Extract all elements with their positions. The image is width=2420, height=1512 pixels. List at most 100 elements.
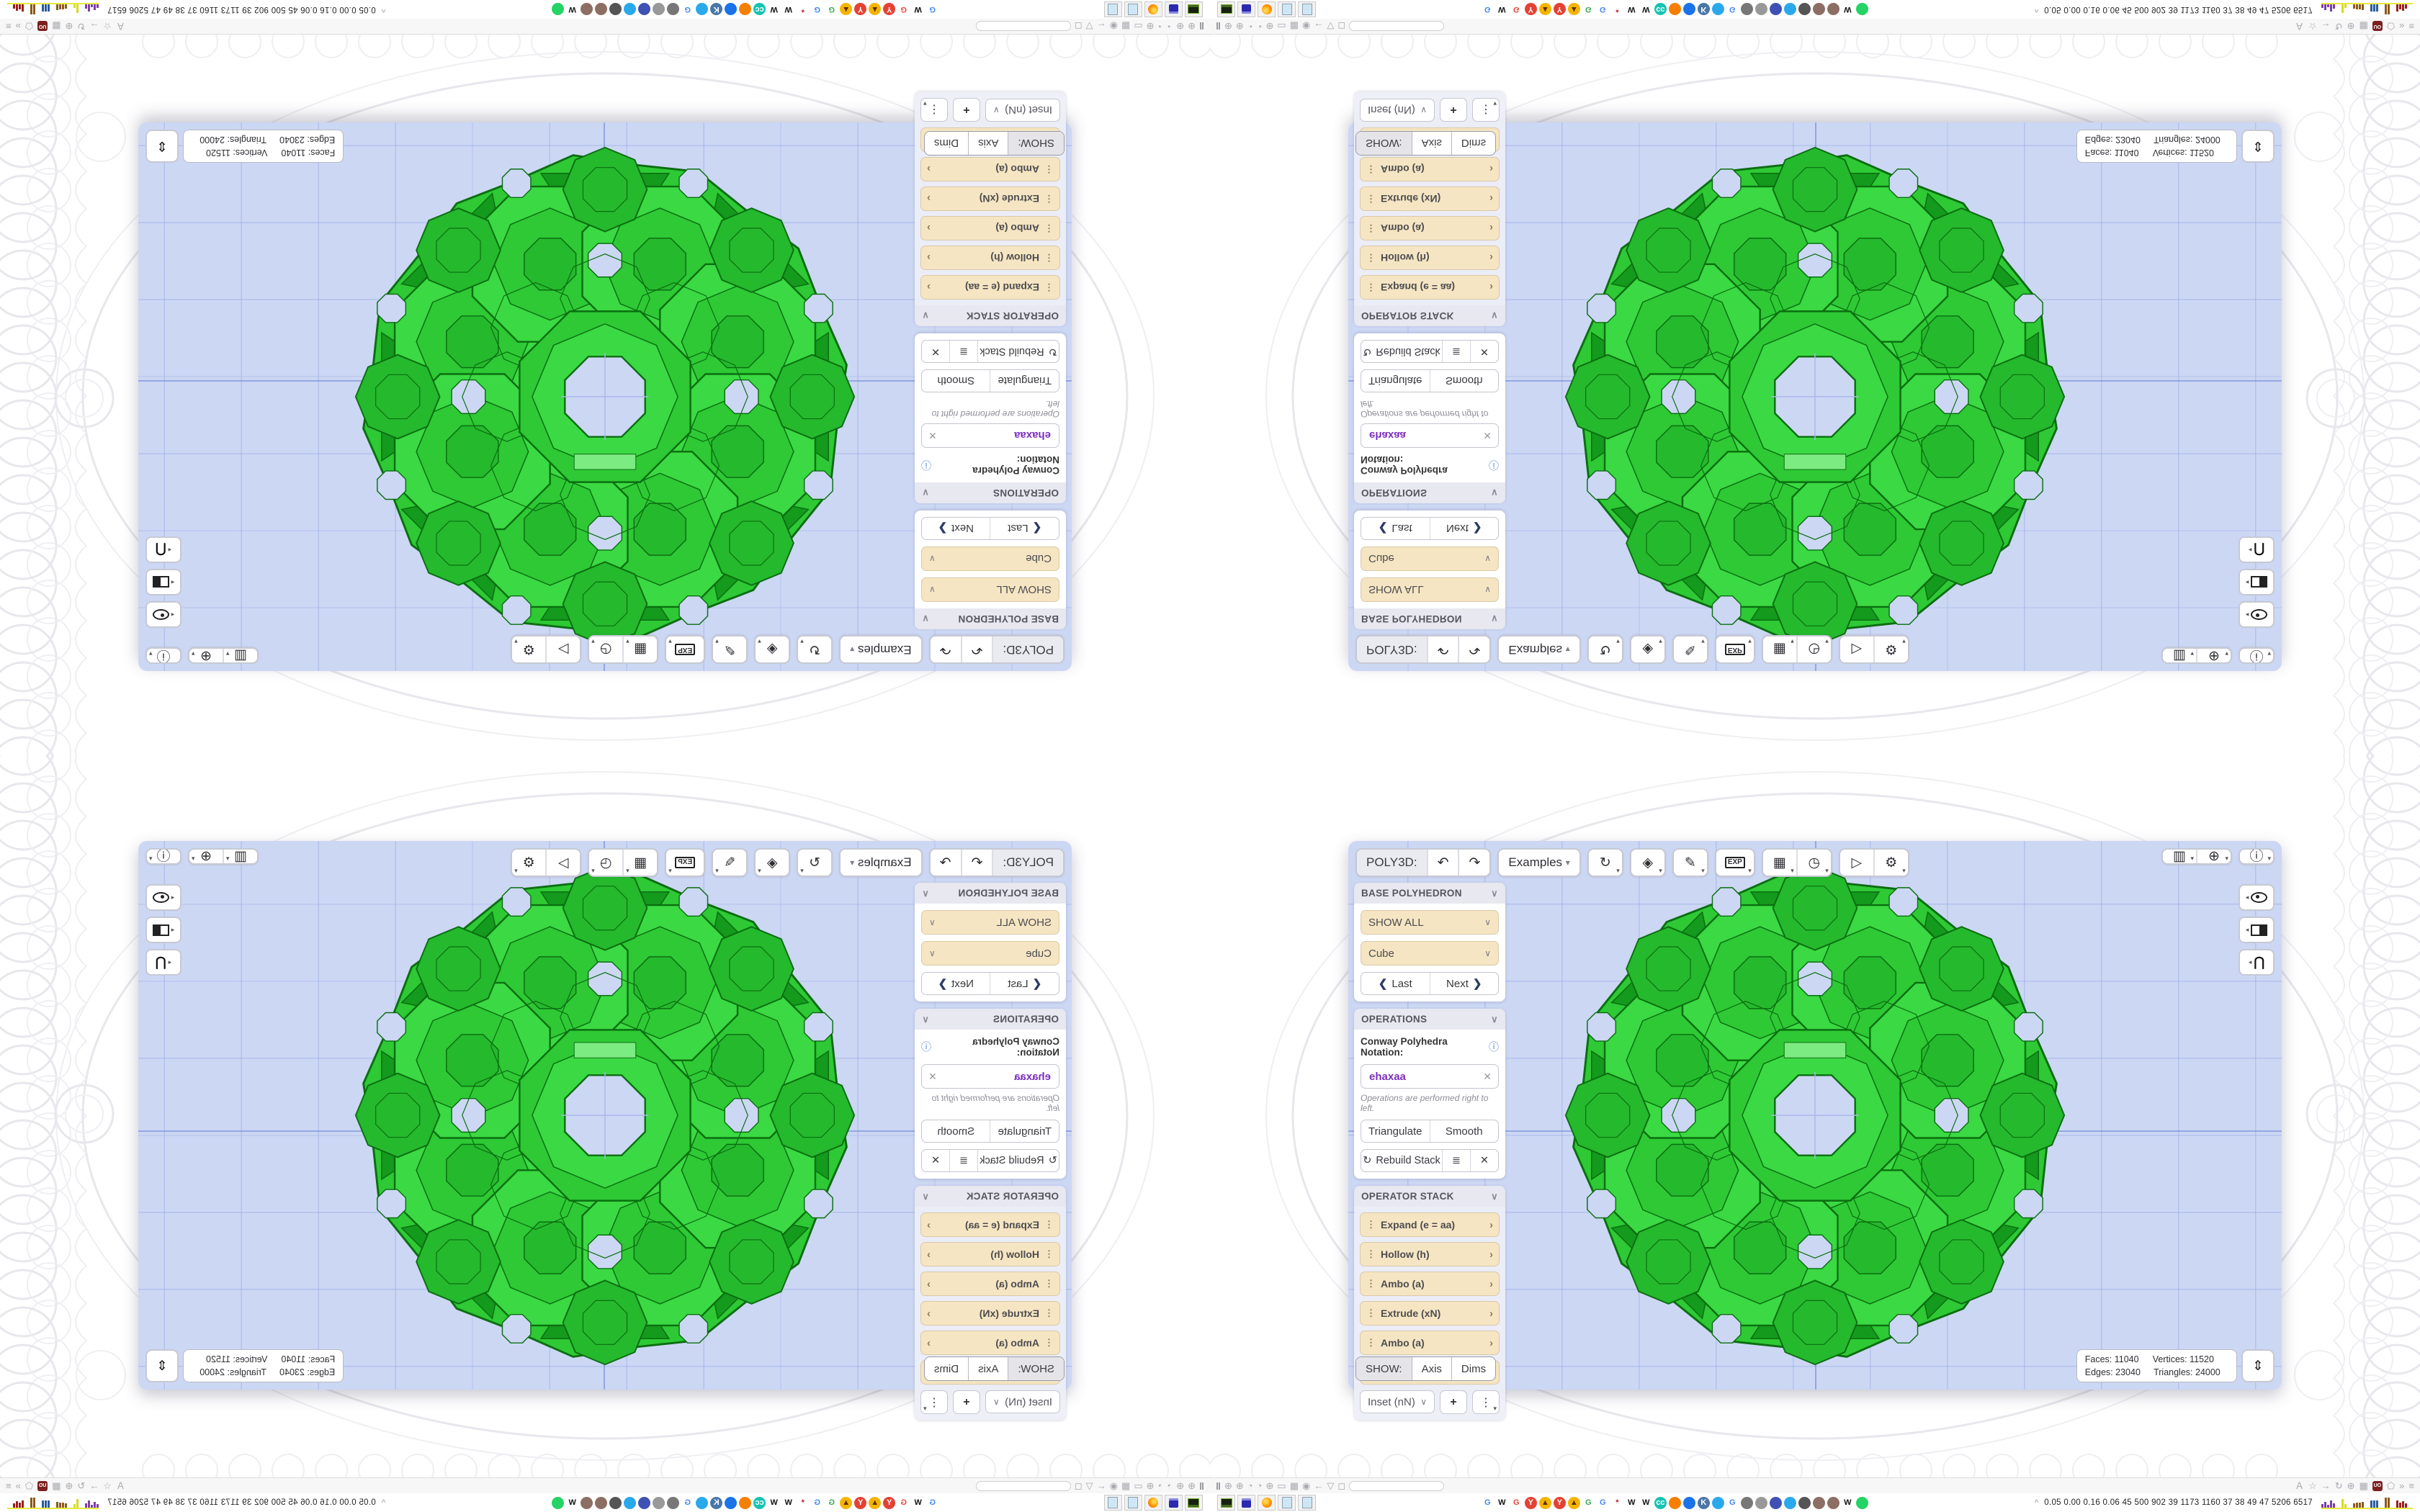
- dims-toggle-button[interactable]: Dims: [1451, 1357, 1495, 1380]
- operator-stack-item[interactable]: ⋮ Ambo (a) ›: [920, 216, 1060, 240]
- tab-favicon[interactable]: Y: [854, 3, 867, 16]
- tab-favicon[interactable]: [1812, 3, 1825, 16]
- browser-mini-icon[interactable]: ▭: [1134, 21, 1143, 32]
- tab-favicon[interactable]: [653, 1496, 666, 1509]
- base-polyhedron-header[interactable]: BASE POLYHEDRON ∨: [1354, 608, 1505, 629]
- axis-toggle-button[interactable]: Axis: [969, 132, 1009, 155]
- browser-mini-icon[interactable]: ◔: [1247, 21, 1253, 32]
- browser-mini-icon[interactable]: ◔: [1157, 1480, 1164, 1491]
- layout-toggle-button[interactable]: ◂: [2238, 917, 2275, 943]
- clock-button[interactable]: ◷ ▾: [1796, 636, 1831, 662]
- info-button[interactable]: ⓘ ▾: [2240, 648, 2273, 663]
- operator-stack-item[interactable]: ⋮ Expand (e = aa) ›: [920, 275, 1060, 300]
- operator-stack-item[interactable]: ⋮ Expand (e = aa) ›: [920, 1212, 1060, 1237]
- url-bar[interactable]: [1349, 21, 1445, 32]
- add-operator-select[interactable]: Inset (nN) ∨: [1360, 1390, 1435, 1413]
- tab-favicon[interactable]: G: [1596, 3, 1609, 16]
- smooth-button[interactable]: Smooth: [1429, 1120, 1499, 1142]
- report-schedule-button[interactable]: ▥ ▾: [224, 648, 257, 663]
- browser-mini-icon[interactable]: ▽: [1085, 1480, 1093, 1491]
- add-operator-button[interactable]: +: [953, 98, 980, 122]
- axis-toggle-button[interactable]: Axis: [969, 1357, 1009, 1380]
- smooth-button[interactable]: Smooth: [922, 1120, 991, 1142]
- browser-mini-icon[interactable]: ▭: [1134, 1480, 1143, 1491]
- tab-favicon[interactable]: [1798, 1496, 1811, 1509]
- drag-handle-icon[interactable]: ⋮: [1366, 1308, 1376, 1318]
- tab-favicon[interactable]: [725, 1496, 738, 1509]
- tab-favicon[interactable]: G: [1481, 1496, 1494, 1509]
- browser-mini-icon[interactable]: ⊕: [1224, 1480, 1232, 1491]
- add-operator-select[interactable]: Inset (nN) ∨: [985, 99, 1060, 122]
- next-button[interactable]: Next ❯: [1429, 518, 1498, 539]
- add-operator-select[interactable]: Inset (nN) ∨: [985, 1390, 1060, 1413]
- add-operator-button[interactable]: +: [1440, 1390, 1467, 1414]
- browser-mini-icon[interactable]: ⊕: [2347, 1480, 2355, 1491]
- tab-favicon[interactable]: [638, 1496, 651, 1509]
- browser-mini-icon[interactable]: Ａ: [115, 1480, 125, 1491]
- operator-stack-item[interactable]: ⋮ Hollow (h) ›: [920, 1242, 1060, 1266]
- settings-gear-button[interactable]: ⚙ ▾: [1873, 850, 1908, 876]
- rebuild-stack-button[interactable]: ↻ Rebuild Stack: [1363, 346, 1440, 357]
- tab-favicon[interactable]: [667, 1496, 680, 1509]
- browser-mini-icon[interactable]: ⊕: [2347, 21, 2355, 32]
- category-select[interactable]: SHOW ALL ∨: [1361, 910, 1499, 935]
- tab-favicon[interactable]: [1682, 1496, 1695, 1509]
- drag-handle-icon[interactable]: ⋮: [1366, 164, 1376, 175]
- firefox-quicklaunch-icon[interactable]: [1144, 1495, 1162, 1511]
- note-quicklaunch-icon[interactable]: [1124, 1495, 1142, 1511]
- browser-mini-icon[interactable]: ▦: [1289, 21, 1299, 32]
- info-icon[interactable]: ⓘ: [921, 1041, 931, 1053]
- tab-favicon[interactable]: ▲: [840, 1496, 853, 1509]
- base-polyhedron-header[interactable]: BASE POLYHEDRON ∨: [915, 883, 1066, 904]
- tab-favicon[interactable]: G: [825, 1496, 838, 1509]
- browser-mini-icon[interactable]: ◉: [1109, 1480, 1118, 1491]
- browser-mini-icon[interactable]: ⬠: [24, 1480, 34, 1491]
- tab-favicon[interactable]: [739, 1496, 752, 1509]
- rebuild-stack-button[interactable]: ↻ Rebuild Stack: [980, 346, 1057, 357]
- rebuild-stack-button[interactable]: ↻ Rebuild Stack: [980, 1155, 1057, 1166]
- globe-button[interactable]: ⊕ ▾: [189, 849, 224, 864]
- tab-favicon[interactable]: [1754, 3, 1767, 16]
- tab-favicon[interactable]: Y: [1553, 3, 1566, 16]
- settings-gear-button[interactable]: ⚙ ▾: [1873, 636, 1908, 662]
- drag-handle-icon[interactable]: ⋮: [1366, 223, 1376, 234]
- operator-stack-item[interactable]: ⋮ Ambo (a) ›: [1360, 1272, 1500, 1296]
- next-button[interactable]: Next ❯: [1429, 973, 1499, 994]
- stack-more-button[interactable]: ⋮ ▾: [920, 98, 948, 122]
- table-button[interactable]: ▦ ▾: [1762, 850, 1796, 876]
- tab-favicon[interactable]: G: [926, 1496, 939, 1509]
- firefox-quicklaunch-icon[interactable]: [1144, 1, 1162, 17]
- tab-favicon[interactable]: ▲: [869, 1496, 882, 1509]
- table-button[interactable]: ▦ ▾: [624, 636, 658, 662]
- settings-gear-button[interactable]: ⚙ ▾: [512, 636, 547, 662]
- tab-favicon[interactable]: W: [1495, 3, 1508, 16]
- browser-mini-icon[interactable]: Ａ: [115, 21, 125, 32]
- category-select[interactable]: SHOW ALL ∨: [1361, 577, 1499, 602]
- drag-handle-icon[interactable]: ⋮: [1044, 223, 1054, 234]
- tab-favicon[interactable]: cc: [1654, 3, 1667, 16]
- cube-button[interactable]: ◈ ▾: [1631, 636, 1664, 662]
- eye-button[interactable]: ◂: [2238, 884, 2275, 911]
- tab-favicon[interactable]: [1769, 1496, 1782, 1509]
- operator-stack-header[interactable]: OPERATOR STACK ∨: [1354, 1186, 1505, 1207]
- browser-mini-icon[interactable]: ⬠: [2386, 1480, 2396, 1491]
- collapse-icon[interactable]: ^: [381, 4, 386, 14]
- tab-favicon[interactable]: W: [1625, 1496, 1638, 1509]
- cube-button[interactable]: ◈ ▾: [1631, 850, 1664, 876]
- globe-button[interactable]: ⊕ ▾: [2196, 648, 2231, 663]
- tab-favicon[interactable]: G: [1726, 1496, 1739, 1509]
- notation-edit-button[interactable]: ✎ ▾: [713, 850, 747, 876]
- browser-mini-icon[interactable]: ◔: [1256, 21, 1263, 32]
- tab-favicon[interactable]: [581, 3, 593, 16]
- browser-mini-icon[interactable]: ⊕: [1176, 1480, 1185, 1491]
- tab-favicon[interactable]: [696, 1496, 709, 1509]
- browser-mini-icon[interactable]: ≡: [2408, 1480, 2414, 1491]
- ublock-shield-icon[interactable]: UO: [2372, 1480, 2383, 1491]
- browser-mini-icon[interactable]: ◻: [1074, 1480, 1083, 1491]
- operator-stack-item[interactable]: ⋮ Expand (e = aa) ›: [1360, 275, 1500, 300]
- clock-button[interactable]: ◷ ▾: [1796, 850, 1831, 876]
- tab-favicon[interactable]: cc: [1654, 1496, 1667, 1509]
- orbit-button[interactable]: ↻ ▾: [1588, 850, 1622, 876]
- next-button[interactable]: Next ❯: [922, 973, 991, 994]
- tab-favicon[interactable]: [1740, 1496, 1753, 1509]
